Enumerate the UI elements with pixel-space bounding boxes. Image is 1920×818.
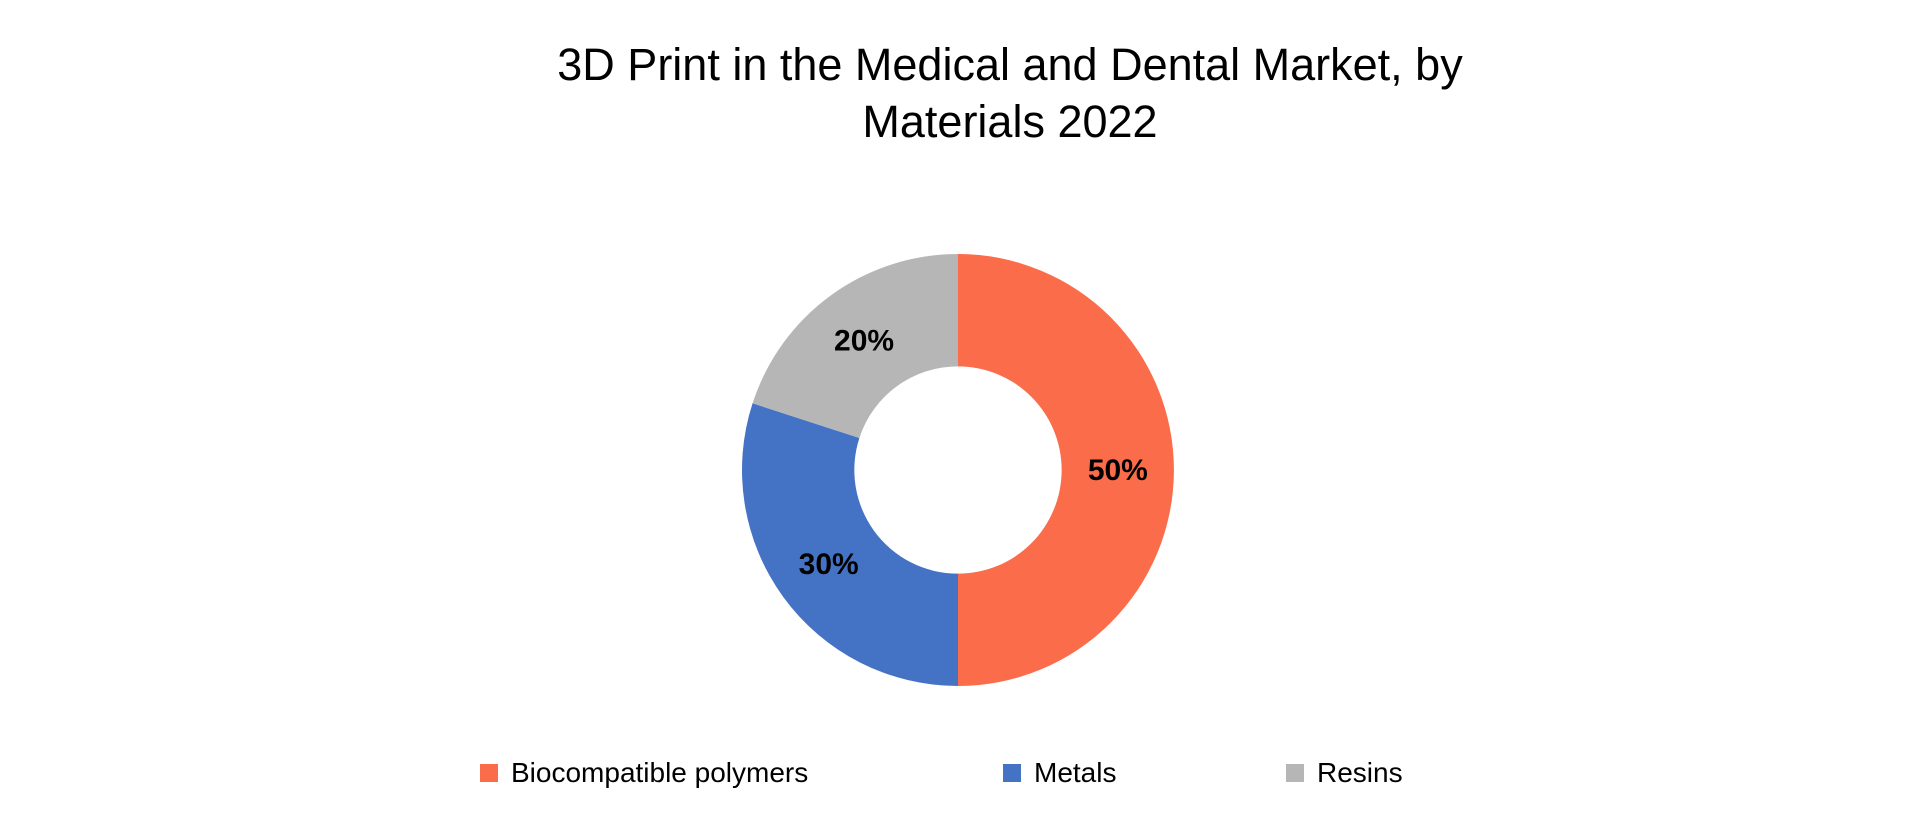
legend-item-metals: Metals: [1003, 759, 1116, 787]
donut-chart: 50% 30% 20%: [742, 254, 1174, 686]
legend-label: Metals: [1034, 757, 1117, 788]
data-label-resins: 20%: [834, 325, 894, 358]
donut-segment-resins: [752, 254, 958, 438]
chart-title: 3D Print in the Medical and Dental Marke…: [100, 36, 1920, 150]
legend-swatch-icon: [1286, 764, 1304, 782]
legend-label: Resins: [1317, 757, 1403, 788]
donut-segment-biocompatible-polymers: [958, 254, 1174, 686]
legend-item-biocompatible-polymers: Biocompatible polymers: [480, 759, 808, 787]
chart-title-line1: 3D Print in the Medical and Dental Marke…: [557, 39, 1463, 90]
legend-item-resins: Resins: [1286, 759, 1403, 787]
data-label-metals: 30%: [799, 548, 859, 581]
chart-title-line2: Materials 2022: [862, 96, 1158, 147]
data-label-biocompatible-polymers: 50%: [1088, 454, 1148, 487]
donut-segment-metals: [742, 403, 958, 686]
legend-swatch-icon: [480, 764, 498, 782]
legend-swatch-icon: [1003, 764, 1021, 782]
legend-label: Biocompatible polymers: [511, 757, 809, 788]
